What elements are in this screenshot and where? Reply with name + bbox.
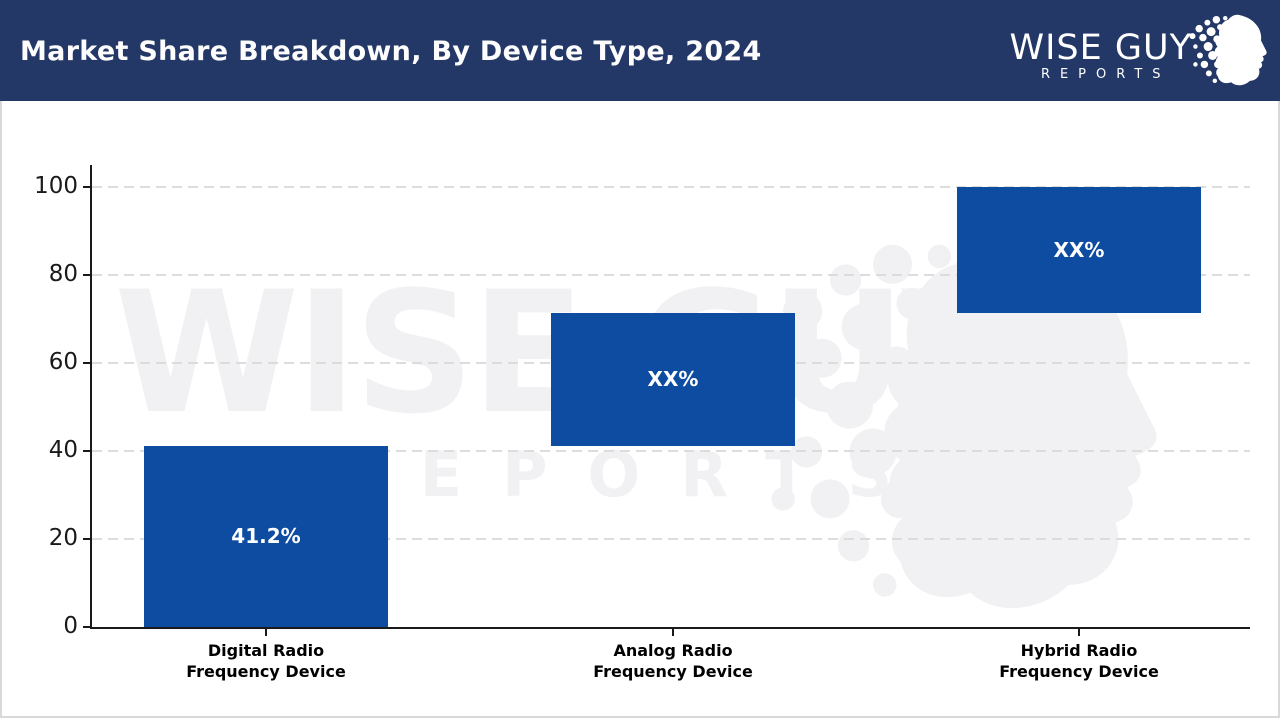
y-axis-tick-80 bbox=[83, 274, 90, 276]
y-axis-tick-label: 100 bbox=[34, 173, 78, 199]
gridline-80 bbox=[92, 274, 1250, 276]
y-axis-tick-label: 0 bbox=[63, 613, 78, 639]
y-axis-tick-label: 40 bbox=[48, 437, 78, 463]
x-axis-tick bbox=[672, 629, 674, 636]
bar-value-label: XX% bbox=[1053, 238, 1105, 263]
header-bar: Market Share Breakdown, By Device Type, … bbox=[0, 0, 1280, 101]
logo-wordmark: WISE GUY REPORTS bbox=[1009, 30, 1192, 82]
bar-segment: 41.2% bbox=[144, 445, 388, 627]
category-label: Digital Radio Frequency Device bbox=[186, 641, 346, 681]
x-axis-tick bbox=[1078, 629, 1080, 636]
bar-segment: XX% bbox=[957, 187, 1201, 314]
bar-value-label: 41.2% bbox=[231, 524, 301, 549]
gridline-100 bbox=[92, 186, 1250, 188]
x-axis-tick bbox=[265, 629, 267, 636]
y-axis-tick-20 bbox=[83, 538, 90, 540]
y-axis-tick-0 bbox=[83, 626, 90, 628]
y-axis-tick-60 bbox=[83, 362, 90, 364]
plot: 0 20 40 60 80 100 41.2% Digital Radio Frequency… bbox=[2, 101, 1278, 716]
bar-segment: XX% bbox=[551, 313, 795, 446]
bar-value-label: XX% bbox=[647, 367, 699, 392]
chart-title: Market Share Breakdown, By Device Type, … bbox=[20, 36, 762, 67]
logo-face-icon bbox=[1189, 14, 1267, 86]
y-axis-tick-100 bbox=[83, 186, 90, 188]
y-axis-tick-label: 60 bbox=[48, 349, 78, 375]
y-axis bbox=[90, 165, 92, 629]
y-axis-tick-40 bbox=[83, 450, 90, 452]
y-axis-tick-label: 80 bbox=[48, 261, 78, 287]
brand-logo: WISE GUY REPORTS bbox=[1002, 6, 1274, 96]
category-label: Hybrid Radio Frequency Device bbox=[999, 641, 1159, 681]
logo-wordmark-line1: WISE GUY bbox=[1009, 28, 1192, 68]
y-axis-tick-label: 20 bbox=[48, 525, 78, 551]
logo-wordmark-line2: REPORTS bbox=[1040, 67, 1171, 82]
category-label: Analog Radio Frequency Device bbox=[593, 641, 753, 681]
gridline-40 bbox=[92, 450, 1250, 452]
chart-area: WISE GUY REPORTS 0 20 40 60 80 100 41.2% Digita… bbox=[0, 101, 1280, 718]
gridline-20 bbox=[92, 538, 1250, 540]
x-axis bbox=[90, 627, 1250, 629]
